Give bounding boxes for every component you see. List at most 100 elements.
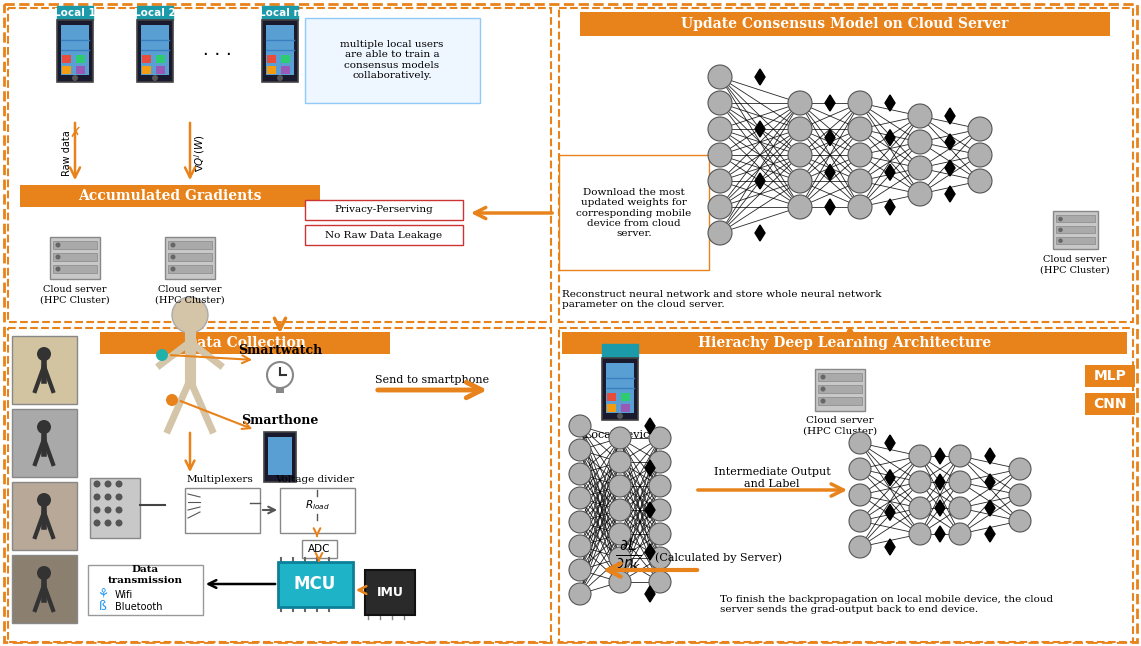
Circle shape — [115, 519, 122, 526]
Bar — [168, 241, 212, 249]
Circle shape — [849, 432, 871, 454]
Text: Local n: Local n — [259, 8, 301, 18]
Circle shape — [649, 427, 671, 449]
Bar — [137, 6, 173, 20]
Text: ADC: ADC — [308, 544, 330, 554]
Bar — [52, 253, 97, 261]
Circle shape — [709, 221, 733, 245]
Bar — [305, 225, 463, 245]
Polygon shape — [645, 418, 655, 434]
Bar — [1055, 236, 1094, 244]
Bar — [168, 265, 212, 273]
Circle shape — [569, 463, 591, 485]
Bar — [8, 8, 551, 322]
Text: Multiplexers: Multiplexers — [187, 475, 253, 484]
Circle shape — [949, 471, 971, 493]
Bar — [21, 185, 319, 207]
Polygon shape — [885, 95, 895, 111]
Circle shape — [968, 143, 992, 167]
Circle shape — [709, 195, 733, 219]
Bar — [559, 155, 709, 270]
Circle shape — [170, 267, 176, 271]
Text: Download the most
updated weights for
corresponding mobile
device from cloud
ser: Download the most updated weights for co… — [576, 188, 691, 238]
Circle shape — [267, 362, 293, 388]
Circle shape — [115, 481, 122, 488]
Text: Cloud server
(HPC Cluster): Cloud server (HPC Cluster) — [1041, 255, 1110, 275]
Circle shape — [105, 506, 112, 514]
Bar — [267, 55, 276, 63]
Text: CNN: CNN — [1093, 397, 1127, 411]
Circle shape — [617, 413, 623, 419]
Text: Hierachy Deep Learning Architecture: Hierachy Deep Learning Architecture — [698, 336, 992, 350]
Bar — [156, 66, 165, 74]
Polygon shape — [885, 199, 895, 215]
Circle shape — [172, 297, 208, 333]
Polygon shape — [934, 474, 945, 490]
Polygon shape — [985, 526, 995, 542]
Polygon shape — [985, 474, 995, 490]
Bar — [818, 373, 861, 381]
Text: Privacy-Perserving: Privacy-Perserving — [334, 205, 434, 214]
Circle shape — [94, 506, 100, 514]
Text: $\nabla Q^j(W)$: $\nabla Q^j(W)$ — [193, 134, 208, 172]
Bar — [52, 265, 97, 273]
Bar — [52, 241, 97, 249]
Text: ✗: ✗ — [70, 126, 81, 140]
Bar — [607, 393, 616, 401]
Circle shape — [277, 75, 283, 81]
Circle shape — [649, 523, 671, 545]
Circle shape — [152, 75, 157, 81]
Polygon shape — [755, 121, 764, 137]
Circle shape — [569, 415, 591, 437]
Circle shape — [849, 536, 871, 558]
Circle shape — [788, 117, 812, 141]
Bar — [262, 6, 298, 20]
Circle shape — [115, 494, 122, 501]
Circle shape — [569, 583, 591, 605]
Circle shape — [94, 494, 100, 501]
Bar — [50, 237, 100, 279]
Circle shape — [649, 571, 671, 593]
Bar — [62, 55, 71, 63]
Text: Accumulated Gradients: Accumulated Gradients — [79, 189, 261, 203]
Circle shape — [949, 523, 971, 545]
Circle shape — [908, 156, 932, 180]
Circle shape — [569, 559, 591, 581]
Circle shape — [909, 523, 931, 545]
Circle shape — [909, 445, 931, 467]
Bar — [280, 488, 355, 533]
Circle shape — [170, 242, 176, 247]
Bar — [276, 363, 284, 368]
Bar — [563, 332, 1127, 354]
Bar — [818, 397, 861, 405]
Polygon shape — [885, 435, 895, 451]
Bar — [365, 570, 415, 615]
Text: Update Consensus Model on Cloud Server: Update Consensus Model on Cloud Server — [681, 17, 1009, 31]
Text: Bluetooth: Bluetooth — [115, 602, 162, 612]
Polygon shape — [755, 69, 764, 85]
Bar — [815, 369, 865, 411]
Bar — [185, 488, 260, 533]
Bar — [57, 6, 94, 20]
Polygon shape — [945, 134, 955, 150]
Polygon shape — [934, 526, 945, 542]
Bar — [602, 344, 638, 358]
Circle shape — [94, 481, 100, 488]
Bar — [60, 25, 89, 75]
Circle shape — [37, 347, 51, 361]
Circle shape — [848, 143, 872, 167]
Circle shape — [170, 255, 176, 260]
Circle shape — [848, 91, 872, 115]
Circle shape — [949, 497, 971, 519]
Bar — [1055, 215, 1094, 222]
Text: Cloud server
(HPC Cluster): Cloud server (HPC Cluster) — [40, 285, 110, 304]
Circle shape — [37, 493, 51, 507]
Polygon shape — [885, 164, 895, 180]
Bar — [281, 66, 290, 74]
Circle shape — [609, 523, 631, 545]
Polygon shape — [755, 173, 764, 189]
Circle shape — [849, 458, 871, 480]
Text: Intermediate Output
and Label: Intermediate Output and Label — [713, 467, 831, 489]
Bar — [559, 8, 1133, 322]
Bar — [13, 555, 76, 623]
